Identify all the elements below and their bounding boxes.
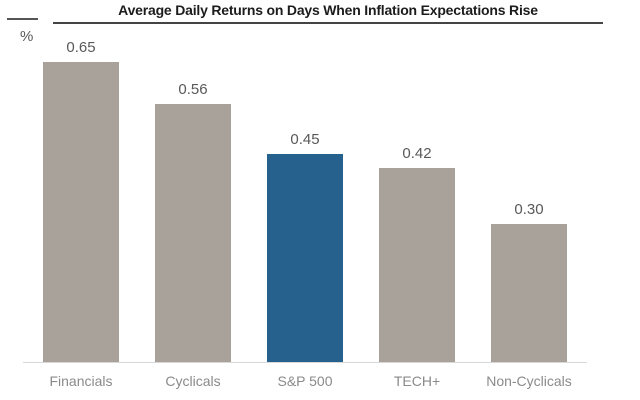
bar-financials	[43, 62, 119, 362]
bar-value-label: 0.65	[66, 39, 96, 56]
y-axis-unit-label: %	[20, 28, 34, 45]
chart-title: Average Daily Returns on Days When Infla…	[53, 2, 603, 24]
bar-group-s-p-500: 0.45 S&P 500	[249, 30, 361, 389]
bar-group-tech: 0.42 TECH+	[361, 30, 473, 389]
bar-group-non-cyclicals: 0.30 Non-Cyclicals	[473, 30, 585, 389]
bar-s-p-500	[267, 154, 343, 362]
category-label-tech: TECH+	[393, 373, 441, 389]
bar-cyclicals	[155, 104, 231, 362]
category-label-non-cyclicals: Non-Cyclicals	[486, 373, 572, 389]
bar-group-financials: 0.65 Financials	[25, 30, 137, 389]
bar-value-label: 0.42	[402, 145, 432, 162]
category-label-s-p-500: S&P 500	[277, 373, 333, 389]
bar-value-label: 0.56	[178, 81, 208, 98]
bar-non-cyclicals	[491, 224, 567, 362]
bar-value-label: 0.45	[290, 131, 320, 148]
category-label-cyclicals: Cyclicals	[165, 373, 221, 389]
bar-value-label: 0.30	[514, 201, 544, 218]
bar-group-cyclicals: 0.56 Cyclicals	[137, 30, 249, 389]
top-left-rule	[7, 18, 38, 20]
x-axis-line	[23, 362, 587, 363]
category-label-financials: Financials	[49, 373, 113, 389]
bar-tech	[379, 168, 455, 362]
plot-area: 0.65 Financials 0.56 Cyclicals 0.45 S&P 500 0.…	[23, 30, 587, 389]
